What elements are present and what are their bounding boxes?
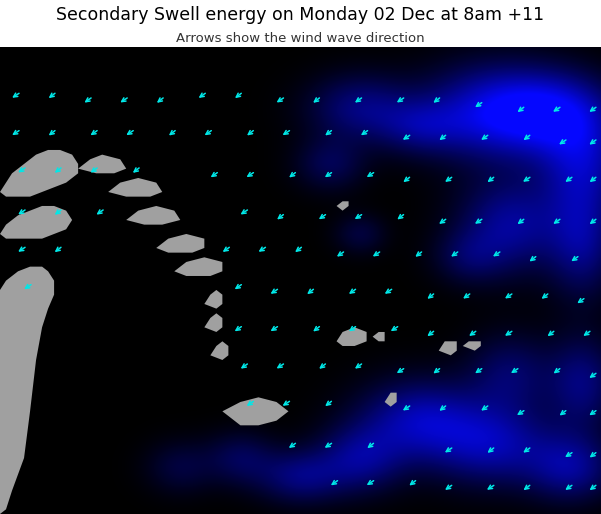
Polygon shape: [0, 206, 72, 238]
Polygon shape: [373, 332, 385, 341]
Polygon shape: [126, 206, 180, 225]
Polygon shape: [439, 341, 457, 355]
Polygon shape: [0, 267, 54, 514]
Polygon shape: [156, 234, 204, 253]
Polygon shape: [337, 201, 349, 211]
Polygon shape: [108, 178, 162, 197]
Polygon shape: [78, 155, 126, 173]
Text: Arrows show the wind wave direction: Arrows show the wind wave direction: [176, 32, 425, 45]
Polygon shape: [0, 150, 78, 197]
Polygon shape: [204, 290, 222, 308]
Polygon shape: [222, 397, 288, 425]
Text: Secondary Swell energy on Monday 02 Dec at 8am +11: Secondary Swell energy on Monday 02 Dec …: [56, 6, 545, 24]
Polygon shape: [385, 393, 397, 407]
Polygon shape: [337, 327, 367, 346]
Polygon shape: [210, 341, 228, 360]
Polygon shape: [174, 258, 222, 276]
Polygon shape: [463, 341, 481, 351]
Polygon shape: [204, 314, 222, 332]
